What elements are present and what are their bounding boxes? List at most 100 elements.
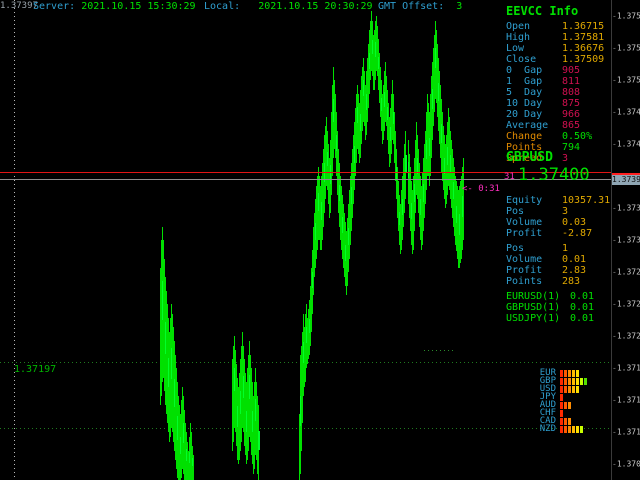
price-axis[interactable]: -1.37575 -1.37540 -1.37505 -1.37470 -1.37435… [611,0,640,480]
info-panel: EEVCC Info Open 1.36715 High 1.37581 Low 1.36… [500,0,612,480]
info-row-key: Profit [506,265,543,276]
price-bar [325,126,326,200]
price-bar [389,117,390,168]
price-bar [319,176,320,241]
price-bar [343,203,344,268]
price-bar [185,423,186,480]
price-bar [416,121,417,195]
symbol-price: 1.37400 [518,165,590,185]
price-bar [425,130,426,204]
price-bar [445,144,446,209]
price-chart[interactable]: 1.37197 <- 0:31 [0,0,612,480]
open-order-row[interactable]: GBPUSD(1) 0.01 [500,302,612,313]
info-row-key: Pos [506,206,525,217]
price-tick: -1.37085 [612,459,640,469]
strength-meter-segment [568,402,571,409]
vertical-gridline [14,0,15,480]
strength-meter-row: AUD [528,401,612,410]
info-row-value: 1.37581 [562,32,605,43]
price-bar [317,176,318,250]
price-bar [409,153,410,218]
info-row: 10 Day 875 [500,98,612,109]
info-row-value: 905 [562,65,581,76]
price-bar [164,258,165,392]
price-bar [455,176,456,246]
info-row: Volume 0.01 [500,254,612,265]
price-bar-tick [258,431,260,450]
price-bar [247,368,248,460]
info-row-key: Average [506,120,549,131]
price-bar [245,373,246,456]
gmt-offset-value: 3 [456,1,463,12]
price-bar [161,240,162,396]
price-bar [329,158,330,218]
strength-meter-segment [568,370,571,377]
info-row-value: 2.83 [562,265,587,276]
strength-meter-segment [560,426,563,433]
bar-countdown-label: <- 0:31 [462,184,500,195]
price-bar [356,94,357,163]
server-time-group: Server: 2021.10.15 15:30:29 [33,0,196,14]
price-bar [418,149,419,214]
strength-meter-segment [564,402,567,409]
price-bar [355,107,356,177]
price-bar [368,43,369,108]
price-bar [257,395,258,474]
strength-meter-currency: NZD [539,424,556,434]
info-row-key: Profit [506,228,543,239]
price-tick: -1.37435 [612,139,640,149]
strength-meter-segment [564,426,567,433]
price-bar [412,190,413,255]
price-bar [236,363,237,447]
open-order-row[interactable]: EURUSD(1) 0.01 [500,291,612,302]
countdown-seconds: 31 [504,172,515,182]
price-bar [241,345,242,442]
price-bar [323,149,324,227]
strength-meter-segment [572,386,575,393]
price-bar [428,103,429,177]
info-row-value: 875 [562,98,581,109]
strength-meter-row: EUR [528,369,612,378]
info-row: Profit -2.87 [500,228,612,239]
price-bar [176,368,177,470]
price-bar [191,432,192,480]
info-row-value: 1.37509 [562,54,605,65]
price-bar [313,226,314,296]
price-bar [431,75,432,159]
open-order-row[interactable]: USDJPY(1) 0.01 [500,313,612,324]
info-row: 1 Gap 811 [500,76,612,87]
info-row-key: Change [506,131,543,142]
price-bar [376,16,377,72]
price-bar [326,117,327,186]
info-row-value: 0.01 [562,254,587,265]
strength-meter-bar [560,370,579,377]
strength-meter-segment [564,386,567,393]
price-tick: -1.37575 [612,11,640,21]
price-bar [413,176,414,250]
price-bar [386,75,387,127]
strength-meter-segment [576,386,579,393]
price-bar [301,345,302,451]
info-row-value: 966 [562,109,581,120]
info-row-value: 865 [562,120,581,131]
price-bar [346,231,347,296]
strength-meter-currency: CAD [539,416,556,426]
price-bar [307,318,308,364]
price-bar [169,331,170,442]
info-row-key: 20 Day [506,109,543,120]
price-bar [385,62,386,122]
strength-meter-currency: JPY [539,392,556,402]
info-row: High 1.37581 [500,32,612,43]
strength-meter-segment [572,378,575,385]
strength-meter-segment [572,370,575,377]
price-bar [358,94,359,154]
price-bar [311,267,312,332]
status-bar: Server: 2021.10.15 15:30:29 Local: 2021.… [0,0,640,14]
price-bar [352,149,353,218]
price-bar [347,217,348,287]
price-bar [320,185,321,250]
strength-meter-segment [576,426,579,433]
price-bar [341,185,342,250]
info-row-key: 10 Day [506,98,543,109]
price-bar [173,327,174,442]
